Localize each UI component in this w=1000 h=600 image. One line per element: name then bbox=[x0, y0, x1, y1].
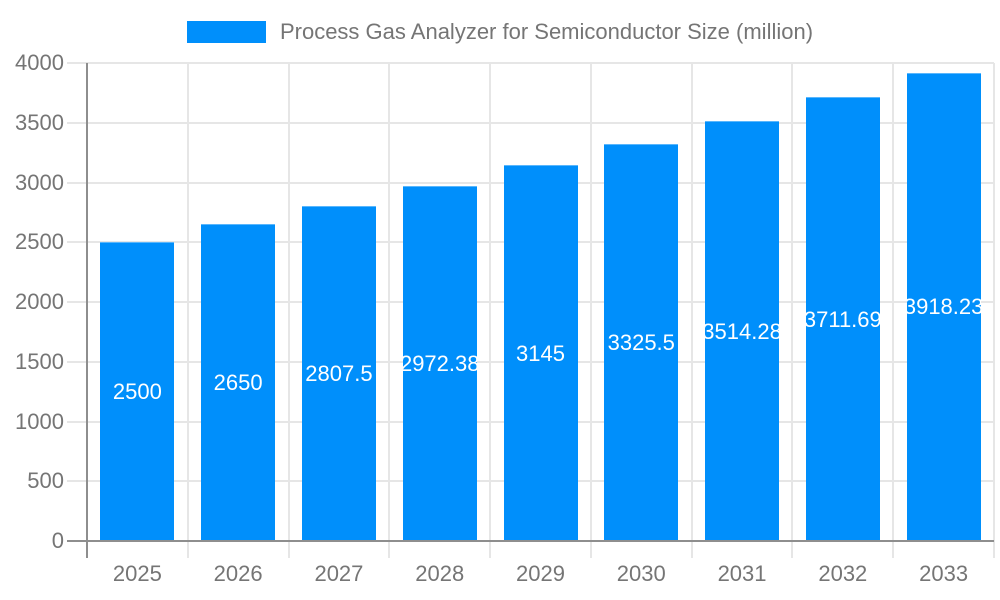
bar-value-label: 3711.69 bbox=[805, 306, 880, 332]
bar[interactable]: 3918.23 bbox=[906, 72, 981, 541]
bar[interactable]: 3145 bbox=[503, 165, 578, 541]
bar-value-label: 3145 bbox=[516, 340, 565, 366]
legend-marker-swatch bbox=[186, 21, 266, 43]
bar-value-label: 2972.38 bbox=[402, 350, 477, 376]
y-axis-tick-label: 2500 bbox=[15, 229, 64, 255]
x-axis-tick-label: 2033 bbox=[919, 561, 969, 586]
x-axis-tick-label: 2029 bbox=[516, 561, 565, 586]
y-axis-tick-label: 3500 bbox=[15, 109, 64, 135]
y-axis-tick-label: 4000 bbox=[15, 50, 64, 75]
x-axis-tick-label: 2031 bbox=[717, 561, 767, 586]
v-gridline bbox=[589, 63, 592, 558]
v-gridline bbox=[690, 63, 693, 558]
y-axis-tick-label: 1500 bbox=[15, 348, 64, 374]
x-axis-tick-label: 2032 bbox=[818, 561, 868, 586]
x-axis-tick-label: 2027 bbox=[314, 561, 364, 586]
h-gridline bbox=[67, 62, 994, 64]
legend-label: Process Gas Analyzer for Semiconductor S… bbox=[279, 19, 814, 44]
bar-value-label: 2500 bbox=[112, 379, 162, 405]
v-gridline bbox=[388, 63, 391, 558]
h-gridline bbox=[67, 121, 994, 124]
bar[interactable]: 2807.5 bbox=[301, 205, 376, 541]
bar-value-label: 2807.5 bbox=[305, 360, 373, 386]
v-gridline bbox=[892, 63, 895, 558]
bar[interactable]: 2500 bbox=[100, 242, 175, 541]
bar[interactable]: 3325.5 bbox=[604, 143, 679, 541]
bar-value-label: 3514.28 bbox=[705, 318, 780, 344]
bar-value-label: 3918.23 bbox=[906, 294, 981, 320]
x-axis-tick-label: 2026 bbox=[213, 561, 263, 586]
bar[interactable]: 2972.38 bbox=[402, 185, 477, 541]
v-gridline bbox=[186, 63, 189, 558]
y-axis-tick-label: 2000 bbox=[15, 289, 64, 314]
bar-value-label: 2650 bbox=[213, 370, 263, 396]
x-axis-tick-label: 2028 bbox=[415, 561, 465, 586]
bar[interactable]: 3711.69 bbox=[805, 97, 880, 541]
bar[interactable]: 3514.28 bbox=[705, 121, 780, 541]
legend[interactable]: Process Gas Analyzer for Semiconductor S… bbox=[0, 19, 1000, 45]
x-axis-tick-label: 2030 bbox=[616, 561, 666, 586]
y-axis-tick-label: 0 bbox=[51, 528, 64, 553]
v-gridline bbox=[791, 63, 794, 558]
y-axis-tick-label: 500 bbox=[27, 468, 64, 494]
y-axis-tick-label: 1000 bbox=[15, 408, 64, 434]
v-gridline bbox=[489, 63, 492, 558]
bar[interactable]: 2650 bbox=[201, 224, 276, 541]
y-axis-tick-label: 3000 bbox=[15, 169, 64, 195]
x-axis-tick-label: 2025 bbox=[112, 561, 162, 586]
x-axis-line bbox=[67, 540, 994, 542]
y-axis-line bbox=[86, 63, 88, 558]
v-gridline bbox=[993, 63, 995, 558]
v-gridline bbox=[287, 63, 290, 558]
bar-value-label: 3325.5 bbox=[607, 329, 675, 355]
